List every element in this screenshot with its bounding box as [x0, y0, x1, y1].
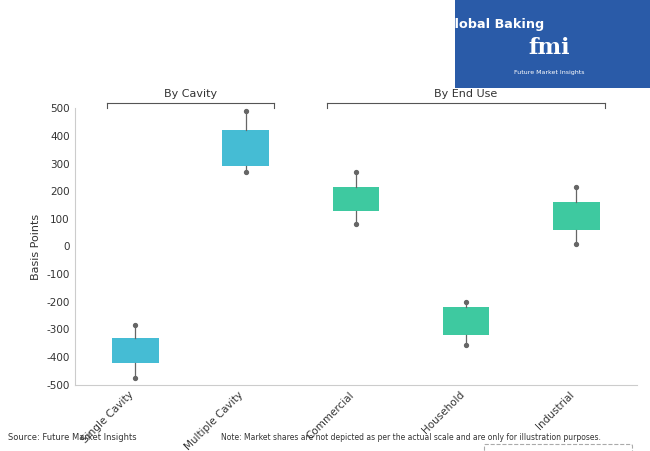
Legend: BPS Change- Upper Limit, Most Likely BPS Change, BPS Change- Lower Limit: BPS Change- Upper Limit, Most Likely BPS…	[484, 444, 632, 451]
Text: Molds & Trays Market, 2021-2031: Molds & Trays Market, 2021-2031	[10, 57, 251, 70]
Bar	[443, 307, 489, 335]
Bar	[333, 187, 379, 211]
Bar	[112, 338, 159, 363]
Text: By Cavity: By Cavity	[164, 89, 217, 99]
Text: Note: Market shares are not depicted as per the actual scale and are only for il: Note: Market shares are not depicted as …	[221, 433, 601, 442]
FancyBboxPatch shape	[455, 0, 650, 88]
Text: Source: Future Market Insights: Source: Future Market Insights	[8, 433, 136, 442]
Y-axis label: Basis Points: Basis Points	[31, 213, 41, 280]
Bar	[222, 130, 269, 166]
Bar	[553, 202, 599, 230]
Text: fmi: fmi	[528, 37, 570, 60]
Text: By End Use: By End Use	[434, 89, 498, 99]
Text: Projected BPS Change in Market Share for Key Segments in Global Baking: Projected BPS Change in Market Share for…	[10, 18, 544, 31]
Text: Future Market Insights: Future Market Insights	[514, 69, 584, 74]
